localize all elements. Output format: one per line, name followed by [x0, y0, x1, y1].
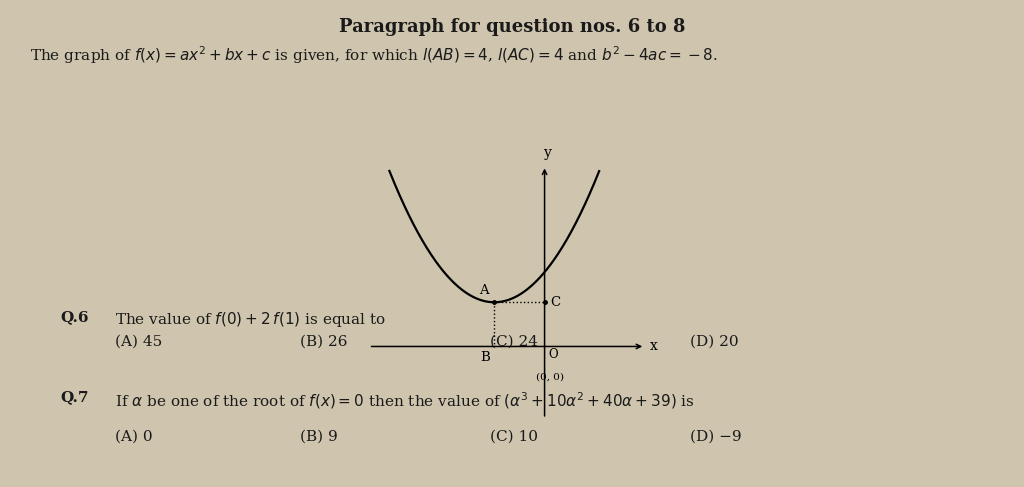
Text: O: O: [549, 349, 558, 361]
Text: (B) 26: (B) 26: [300, 335, 347, 349]
Text: (0, 0): (0, 0): [536, 373, 563, 382]
Text: (A) 45: (A) 45: [115, 335, 162, 349]
Text: If $\alpha$ be one of the root of $f(x)=0$ then the value of $(\alpha^3+10\alpha: If $\alpha$ be one of the root of $f(x)=…: [115, 390, 695, 411]
Text: A: A: [478, 284, 488, 298]
Text: (B) 9: (B) 9: [300, 430, 338, 444]
Text: Q.7: Q.7: [60, 390, 88, 404]
Text: Paragraph for question nos. 6 to 8: Paragraph for question nos. 6 to 8: [339, 18, 685, 36]
Text: y: y: [544, 146, 552, 160]
Text: (D) 20: (D) 20: [690, 335, 738, 349]
Text: B: B: [480, 351, 490, 364]
Text: x: x: [650, 339, 658, 354]
Text: The value of $f(0)+2\,f(1)$ is equal to: The value of $f(0)+2\,f(1)$ is equal to: [115, 310, 386, 329]
Text: (C) 24: (C) 24: [490, 335, 538, 349]
Text: The graph of $f(x)=ax^2+bx+c$ is given, for which $l(AB)=4$, $l(AC)=4$ and $b^2-: The graph of $f(x)=ax^2+bx+c$ is given, …: [30, 44, 718, 66]
Text: Q.6: Q.6: [60, 310, 88, 324]
Text: (C) 10: (C) 10: [490, 430, 538, 444]
Text: (D) −9: (D) −9: [690, 430, 741, 444]
Text: C: C: [551, 296, 561, 309]
Text: (A) 0: (A) 0: [115, 430, 153, 444]
